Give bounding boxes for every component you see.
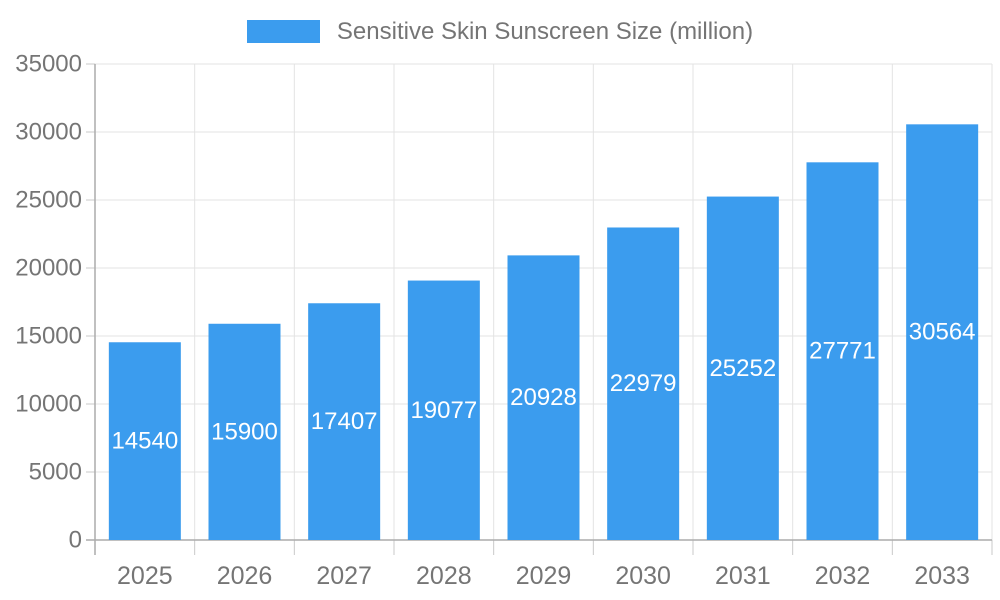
bar-value-label: 19077	[410, 397, 477, 424]
x-tick-label: 2030	[615, 562, 671, 590]
bar-2030[interactable]	[607, 227, 680, 540]
x-tick-label: 2031	[715, 562, 771, 590]
bar-value-label: 22979	[610, 370, 677, 397]
y-tick-label: 35000	[15, 51, 82, 78]
y-tick-label: 30000	[15, 119, 82, 146]
y-tick-label: 20000	[15, 255, 82, 282]
x-tick-label: 2033	[914, 562, 970, 590]
y-tick-label: 25000	[15, 187, 82, 214]
y-tick-label: 0	[69, 527, 82, 554]
bar-value-label: 14540	[111, 428, 178, 455]
x-tick-label: 2026	[217, 562, 273, 590]
bar-2033[interactable]	[906, 124, 979, 541]
bar-value-label: 20928	[510, 384, 577, 411]
bar-2027[interactable]	[308, 303, 381, 540]
y-tick-label: 15000	[15, 323, 82, 350]
x-tick-label: 2028	[416, 562, 472, 590]
x-tick-label: 2027	[316, 562, 372, 590]
legend-label: Sensitive Skin Sunscreen Size (million)	[336, 18, 754, 45]
bar-value-label: 27771	[809, 338, 876, 365]
x-tick-label: 2032	[815, 562, 871, 590]
bar-value-label: 15900	[211, 418, 278, 445]
chart-legend[interactable]: Sensitive Skin Sunscreen Size (million)	[0, 18, 1000, 45]
bar-2032[interactable]	[806, 162, 879, 541]
y-tick-label: 5000	[29, 459, 82, 486]
bar-2029[interactable]	[507, 255, 580, 540]
bar-2031[interactable]	[706, 196, 779, 540]
x-tick-label: 2029	[516, 562, 572, 590]
legend-color-swatch	[246, 20, 320, 43]
y-tick-label: 10000	[15, 391, 82, 418]
bar-2028[interactable]	[407, 280, 480, 540]
bar-value-label: 30564	[909, 319, 976, 346]
bar-value-label: 17407	[311, 408, 378, 435]
bar-value-label: 25252	[709, 355, 776, 382]
bar-2025[interactable]	[108, 342, 181, 540]
x-tick-label: 2025	[117, 562, 173, 590]
bar-2026[interactable]	[208, 323, 281, 540]
